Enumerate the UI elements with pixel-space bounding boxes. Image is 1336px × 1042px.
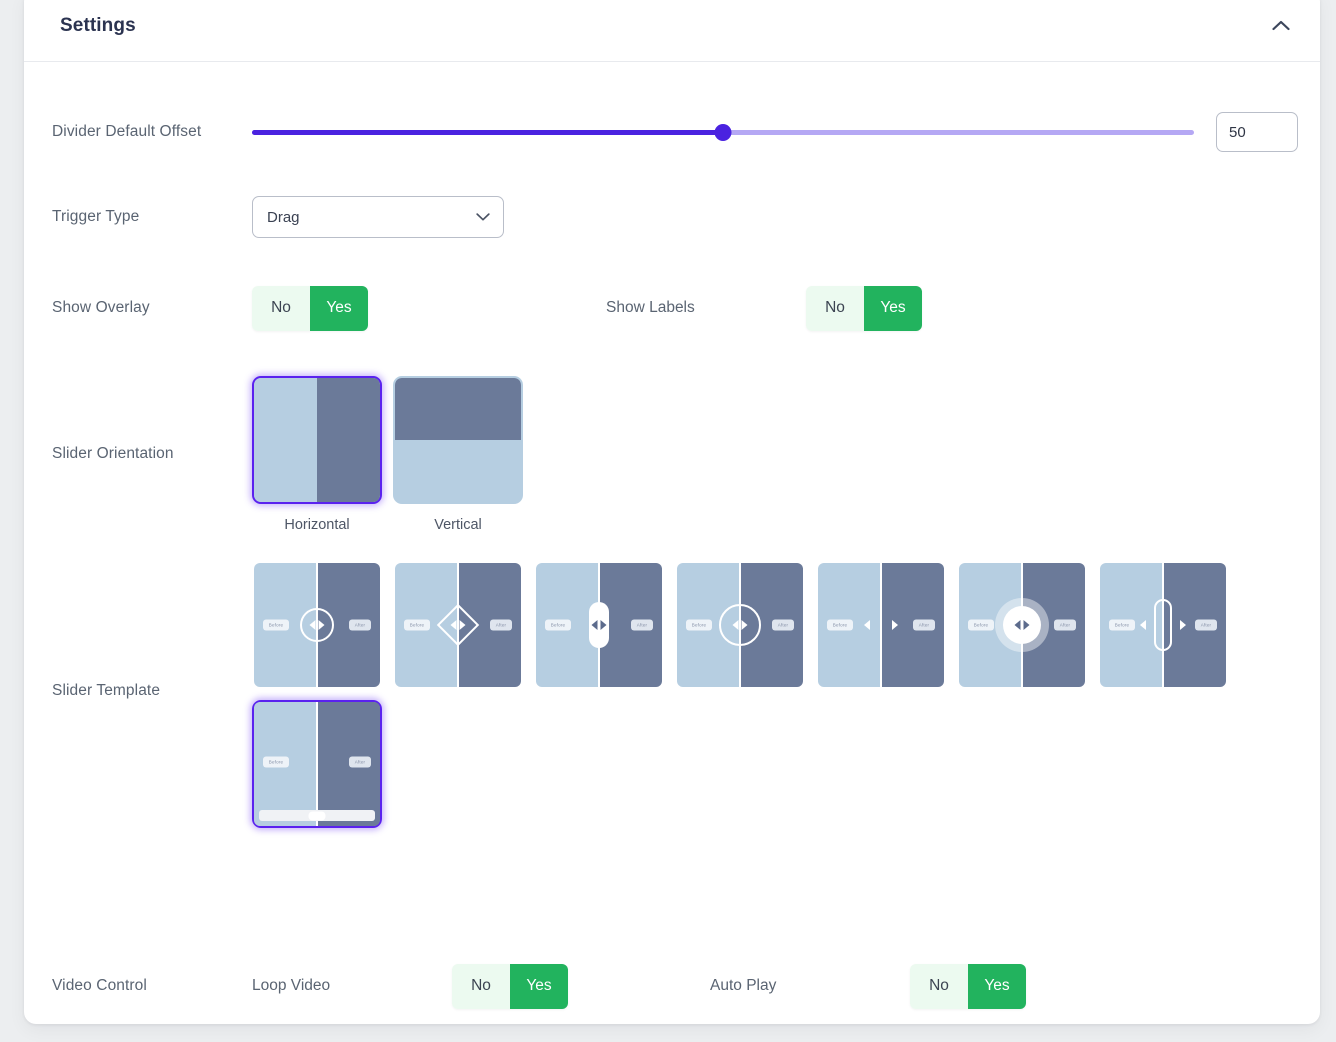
slider-template-option-8[interactable]: Before After bbox=[252, 700, 382, 828]
loop-video-toggle[interactable]: No Yes bbox=[452, 963, 568, 1009]
show-labels-yes-button[interactable]: Yes bbox=[864, 285, 922, 331]
trigger-type-label: Trigger Type bbox=[52, 208, 140, 225]
before-pill: Before bbox=[404, 619, 430, 631]
orientation-preview-horizontal bbox=[254, 377, 380, 502]
divider-offset-input[interactable]: 50 bbox=[1216, 112, 1298, 152]
preview-right-pane bbox=[317, 377, 380, 502]
show-labels-toggle[interactable]: No Yes bbox=[806, 285, 922, 331]
slider-template-label: Slider Template bbox=[52, 682, 161, 699]
trigger-type-select[interactable]: Drag bbox=[252, 196, 504, 238]
before-pill: Before bbox=[968, 619, 994, 631]
orientation-option-vertical[interactable]: Vertical bbox=[393, 375, 523, 533]
auto-play-yes-button[interactable]: Yes bbox=[968, 963, 1026, 1009]
chevron-down-icon bbox=[476, 213, 490, 222]
panel-header: Settings bbox=[24, 0, 1320, 62]
orientation-thumb-vertical[interactable] bbox=[393, 375, 523, 504]
divider-offset-slider[interactable] bbox=[252, 122, 1194, 142]
before-pill: Before bbox=[263, 619, 289, 631]
before-pill: Before bbox=[545, 619, 571, 631]
row-show-overlay: Show Overlay No Yes Show Labels No Yes bbox=[52, 262, 1292, 354]
auto-play-no-button[interactable]: No bbox=[910, 963, 968, 1009]
show-overlay-toggle[interactable]: No Yes bbox=[252, 285, 368, 331]
auto-play-label: Auto Play bbox=[710, 977, 777, 994]
capsule-outline-handle bbox=[1154, 599, 1172, 651]
show-labels-no-button[interactable]: No bbox=[806, 285, 864, 331]
show-overlay-no-button[interactable]: No bbox=[252, 285, 310, 331]
chevron-up-icon bbox=[1272, 20, 1290, 31]
show-labels-label: Show Labels bbox=[606, 299, 695, 316]
divider-line bbox=[457, 563, 459, 687]
preview-left-pane bbox=[254, 377, 317, 502]
before-pill: Before bbox=[263, 756, 289, 768]
slider-orientation-label: Slider Orientation bbox=[52, 445, 174, 462]
show-overlay-label: Show Overlay bbox=[52, 299, 150, 316]
capsule-filled-handle bbox=[589, 602, 609, 648]
large-circle-outline-handle bbox=[719, 604, 761, 646]
row-trigger-type: Trigger Type Drag bbox=[52, 172, 1292, 262]
bottom-scrubbar-handle bbox=[259, 810, 375, 821]
after-pill: After bbox=[1195, 619, 1217, 631]
collapse-panel-button[interactable] bbox=[1264, 9, 1298, 43]
slider-thumb[interactable] bbox=[714, 123, 732, 141]
auto-play-toggle[interactable]: No Yes bbox=[910, 963, 1026, 1009]
slider-template-option-3[interactable]: Before After bbox=[534, 561, 664, 689]
row-slider-orientation: Slider Orientation Horizontal bbox=[52, 354, 1292, 554]
after-pill: After bbox=[349, 619, 371, 631]
slider-template-option-2[interactable]: Before After bbox=[393, 561, 523, 689]
after-pill: After bbox=[772, 619, 794, 631]
video-control-label: Video Control bbox=[52, 977, 147, 994]
orientation-option-horizontal[interactable]: Horizontal bbox=[252, 375, 382, 533]
slider-template-option-6[interactable]: Before After bbox=[957, 561, 1087, 689]
after-pill: After bbox=[1054, 619, 1076, 631]
orientation-thumb-horizontal[interactable] bbox=[252, 375, 382, 504]
slider-fill bbox=[252, 129, 723, 135]
slider-template-grid: Before After Before bbox=[252, 554, 1252, 828]
settings-panel: Settings Divider Default Offset 50 bbox=[24, 0, 1320, 1024]
page-title: Settings bbox=[60, 14, 136, 36]
slider-template-option-5[interactable]: Before After bbox=[816, 561, 946, 689]
diamond-outline-handle bbox=[436, 603, 480, 647]
after-pill: After bbox=[490, 619, 512, 631]
row-slider-template: Slider Template Before After bbox=[52, 554, 1292, 854]
divider-line bbox=[1162, 563, 1164, 687]
before-pill: Before bbox=[1109, 619, 1135, 631]
orientation-preview-vertical bbox=[395, 377, 521, 502]
preview-bottom-pane bbox=[395, 439, 521, 502]
slider-template-option-1[interactable]: Before After bbox=[252, 561, 382, 689]
loop-video-yes-button[interactable]: Yes bbox=[510, 963, 568, 1009]
before-pill: Before bbox=[827, 619, 853, 631]
row-video-control: Video Control Loop Video No Yes Auto Pla… bbox=[52, 926, 1292, 1024]
after-pill: After bbox=[349, 756, 371, 768]
before-pill: Before bbox=[686, 619, 712, 631]
show-overlay-yes-button[interactable]: Yes bbox=[310, 285, 368, 331]
template-preview-1 bbox=[254, 563, 380, 687]
divider-line bbox=[316, 702, 318, 826]
loop-video-no-button[interactable]: No bbox=[452, 963, 510, 1009]
loop-video-label: Loop Video bbox=[252, 977, 331, 994]
circle-outline-handle bbox=[300, 608, 334, 642]
preview-top-pane bbox=[395, 377, 521, 440]
after-pill: After bbox=[631, 619, 653, 631]
after-pill: After bbox=[913, 619, 935, 631]
row-divider-default-offset: Divider Default Offset 50 bbox=[52, 92, 1298, 172]
slider-template-option-4[interactable]: Before After bbox=[675, 561, 805, 689]
orientation-caption-vertical: Vertical bbox=[434, 516, 482, 533]
scrubbar-thumb bbox=[308, 811, 326, 820]
panel-body: Divider Default Offset 50 Trigger Type D… bbox=[24, 92, 1320, 1024]
disc-halo-handle bbox=[1003, 606, 1041, 644]
orientation-caption-horizontal: Horizontal bbox=[284, 516, 350, 533]
slider-template-option-7[interactable]: Before After bbox=[1098, 561, 1228, 689]
divider-line bbox=[880, 563, 882, 687]
divider-offset-label: Divider Default Offset bbox=[52, 123, 202, 140]
trigger-type-value: Drag bbox=[267, 208, 300, 226]
